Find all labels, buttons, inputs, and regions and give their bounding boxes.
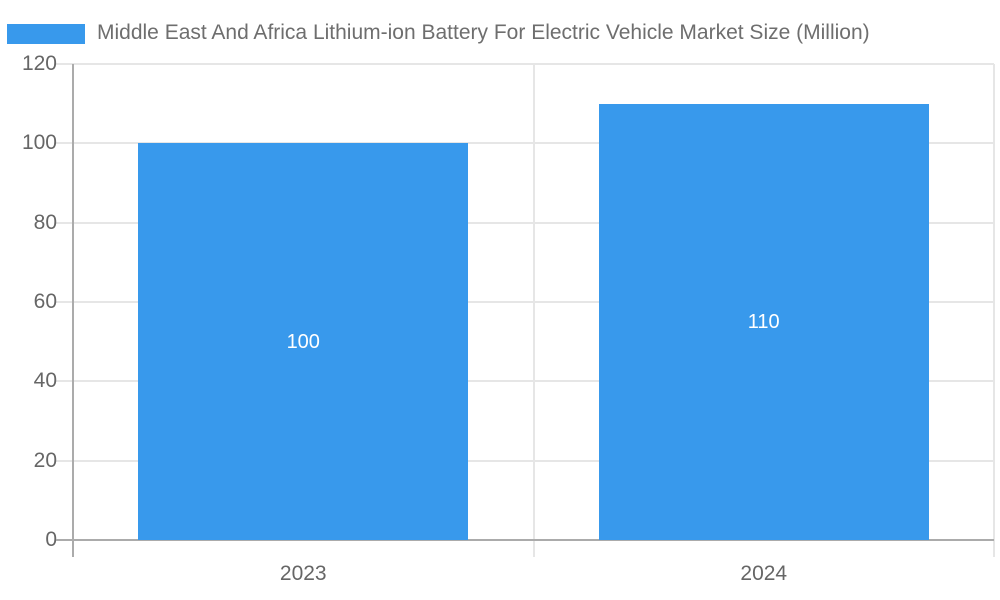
y-gridline (56, 459, 994, 462)
legend-color-swatch (7, 24, 85, 44)
x-axis-line (56, 539, 994, 541)
legend-item[interactable]: Middle East And Africa Lithium-ion Batte… (7, 21, 870, 45)
y-axis-tick-label: 80 (33, 210, 57, 234)
legend-label: Middle East And Africa Lithium-ion Batte… (97, 21, 870, 44)
y-axis-line (72, 64, 74, 557)
y-axis-tick-label: 100 (21, 131, 57, 155)
x-gridline (532, 64, 535, 557)
bar-2023[interactable] (138, 143, 469, 540)
bar-value-label: 110 (747, 310, 780, 333)
y-axis-tick-label: 20 (33, 448, 57, 472)
y-axis-tick-label: 60 (33, 290, 57, 313)
x-axis-tick-label: 2023 (279, 562, 327, 585)
bar-value-label: 100 (286, 330, 320, 353)
y-axis-tick-label: 120 (21, 52, 57, 75)
bar-2024[interactable] (598, 103, 929, 540)
y-gridline (56, 221, 994, 224)
y-gridline (56, 380, 994, 383)
y-axis-tick-label: 40 (33, 369, 57, 393)
x-axis-tick-label: 2024 (740, 562, 788, 585)
y-gridline (56, 142, 994, 145)
x-gridline (993, 64, 995, 557)
y-gridline (56, 301, 994, 303)
y-gridline (56, 63, 994, 65)
y-axis-tick-label: 0 (45, 528, 57, 551)
